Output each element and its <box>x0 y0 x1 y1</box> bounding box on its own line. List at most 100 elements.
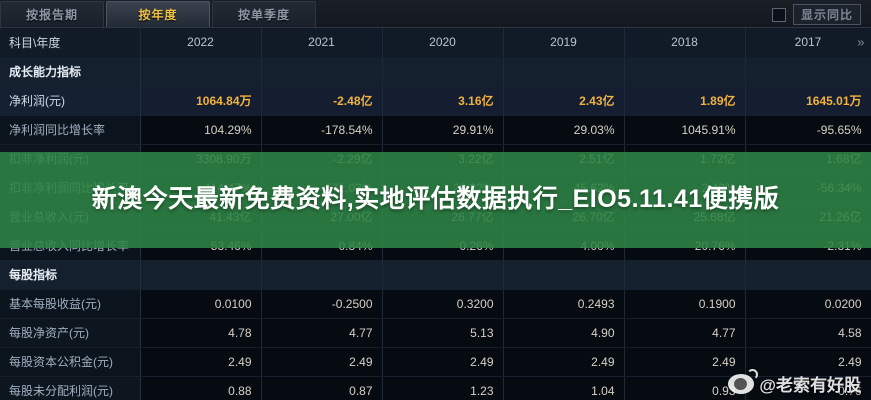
cell-value <box>140 260 262 290</box>
cell-value: 114.47% <box>140 173 262 203</box>
cell-value: 2.49 <box>140 347 262 377</box>
cell-value: 0.2493 <box>503 289 625 319</box>
tab-by-report-period[interactable]: 按报告期 <box>0 1 104 27</box>
cell-value: 29.91% <box>382 115 504 145</box>
cell-value: 0.84% <box>261 231 383 261</box>
cell-value: 3.22亿 <box>382 144 504 174</box>
table-section-row: 成长能力指标 <box>0 57 871 87</box>
show-yoy-checkbox[interactable] <box>771 7 786 22</box>
cell-value: 2.49 <box>745 347 871 377</box>
cell-value <box>745 57 871 87</box>
tab-by-single-quarter[interactable]: 按单季度 <box>212 1 316 27</box>
table-row: 每股未分配利润(元) 0.88 0.87 1.23 1.04 0.93 0.76 <box>0 376 871 400</box>
cell-value: -178.54% <box>261 115 383 145</box>
chevron-right-icon[interactable]: » <box>857 34 865 50</box>
cell-value <box>382 260 504 290</box>
cell-value: 2.40% <box>624 173 746 203</box>
cell-value: 1045.91% <box>624 115 746 145</box>
cell-value: 3308.90万 <box>140 144 262 174</box>
cell-value: 27.00亿 <box>261 202 383 232</box>
cell-value <box>624 260 746 290</box>
cell-value: 0.0200 <box>745 289 871 319</box>
cell-value: 26.77亿 <box>382 202 504 232</box>
row-label: 每股资本公积金(元) <box>0 347 141 377</box>
cell-value: 3.16亿 <box>382 86 504 116</box>
column-header-year-2019[interactable]: 2019 <box>503 28 625 58</box>
column-header-year-2018[interactable]: 2018 <box>624 28 746 58</box>
column-header-year-2020[interactable]: 2020 <box>382 28 504 58</box>
cell-value: 0.1900 <box>624 289 746 319</box>
cell-value: 1.68亿 <box>745 144 871 174</box>
cell-value <box>503 260 625 290</box>
row-label: 成长能力指标 <box>0 57 141 87</box>
cell-value <box>261 57 383 87</box>
cell-value: 25.68亿 <box>624 202 746 232</box>
cell-value: 0.87 <box>261 376 383 400</box>
row-label: 扣非净利润(元) <box>0 144 141 174</box>
row-label: 扣非净利润同比增长率 <box>0 173 141 203</box>
cell-value: 1.89亿 <box>624 86 746 116</box>
table-section-row: 每股指标 <box>0 260 871 290</box>
row-label: 每股净资产(元) <box>0 318 141 348</box>
table-row: 每股净资产(元) 4.78 4.77 5.13 4.90 4.77 4.58 <box>0 318 871 348</box>
cell-value: 4.90 <box>503 318 625 348</box>
cell-value: 1.04 <box>503 376 625 400</box>
cell-value: 5.13 <box>382 318 504 348</box>
cell-value: 4.77 <box>624 318 746 348</box>
cell-value: 2.49 <box>382 347 504 377</box>
table-row: 营业总收入同比增长率 53.46% 0.84% 0.26% 4.00% 20.76% -2.… <box>0 231 871 261</box>
cell-value: 0.26% <box>382 231 504 261</box>
weibo-icon <box>728 368 759 394</box>
table-row: 净利润同比增长率 104.29% -178.54% 29.91% 29.03% 1045.… <box>0 115 871 145</box>
cell-value <box>261 260 383 290</box>
tab-by-year[interactable]: 按年度 <box>106 1 210 27</box>
cell-value: 45.62% <box>503 173 625 203</box>
weibo-arc-decoration <box>747 368 759 380</box>
period-tabbar: 按报告期 按年度 按单季度 显示同比 <box>0 0 871 28</box>
cell-value: 0.0100 <box>140 289 262 319</box>
show-yoy-control[interactable]: 显示同比 <box>771 4 861 25</box>
cell-value: 0.3200 <box>382 289 504 319</box>
tab-label: 按单季度 <box>237 8 290 22</box>
financial-table: 科目\年度 2022 2021 2020 2019 2018 2017 » 成长… <box>0 28 871 400</box>
cell-value: 53.46% <box>140 231 262 261</box>
weibo-watermark: @老索有好股 <box>728 368 861 396</box>
cell-value: 20.76% <box>624 231 746 261</box>
column-header-year-2017[interactable]: 2017 » <box>745 28 871 58</box>
cell-value <box>382 57 504 87</box>
cell-value: -56.34% <box>745 173 871 203</box>
cell-value: 1.72亿 <box>624 144 746 174</box>
column-header-subject: 科目\年度 <box>0 28 141 58</box>
row-label: 净利润(元) <box>0 86 141 116</box>
cell-value: 1645.01万 <box>745 86 871 116</box>
weibo-handle: @老索有好股 <box>759 376 861 395</box>
cell-value: -2.31% <box>745 231 871 261</box>
cell-value: 21.26亿 <box>745 202 871 232</box>
cell-value: 104.29% <box>140 115 262 145</box>
cell-value: 1064.84万 <box>140 86 262 116</box>
table-row: 营业总收入(元) 41.43亿 27.00亿 26.77亿 26.70亿 25.68亿 21… <box>0 202 871 232</box>
cell-value: -0.2500 <box>261 289 383 319</box>
cell-value: 4.00% <box>503 231 625 261</box>
table-row: 每股资本公积金(元) 2.49 2.49 2.49 2.49 2.49 2.49 <box>0 347 871 377</box>
cell-value: -2.29亿 <box>261 144 383 174</box>
row-label: 营业总收入(元) <box>0 202 141 232</box>
tab-label: 按年度 <box>138 8 178 22</box>
cell-value <box>745 260 871 290</box>
table-body: 成长能力指标 净利润(元) 1064.84万 -2.48亿 3.16亿 2.43亿 1.89… <box>0 57 871 400</box>
cell-value: -171.03% <box>261 173 383 203</box>
cell-value: 4.58 <box>745 318 871 348</box>
cell-value: 2.49 <box>503 347 625 377</box>
table-row: 扣非净利润(元) 3308.90万 -2.29亿 3.22亿 2.51亿 1.72亿 1.6… <box>0 144 871 174</box>
cell-value <box>140 57 262 87</box>
column-header-year-2022[interactable]: 2022 <box>140 28 262 58</box>
column-header-year-2021[interactable]: 2021 <box>261 28 383 58</box>
table-row: 基本每股收益(元) 0.0100 -0.2500 0.3200 0.2493 0.1900… <box>0 289 871 319</box>
row-label: 每股未分配利润(元) <box>0 376 141 400</box>
table-row: 净利润(元) 1064.84万 -2.48亿 3.16亿 2.43亿 1.89亿 1645.… <box>0 86 871 116</box>
cell-value: -95.65% <box>745 115 871 145</box>
show-yoy-label[interactable]: 显示同比 <box>792 4 861 25</box>
tab-label: 按报告期 <box>25 8 78 22</box>
cell-value: -2.48亿 <box>261 86 383 116</box>
